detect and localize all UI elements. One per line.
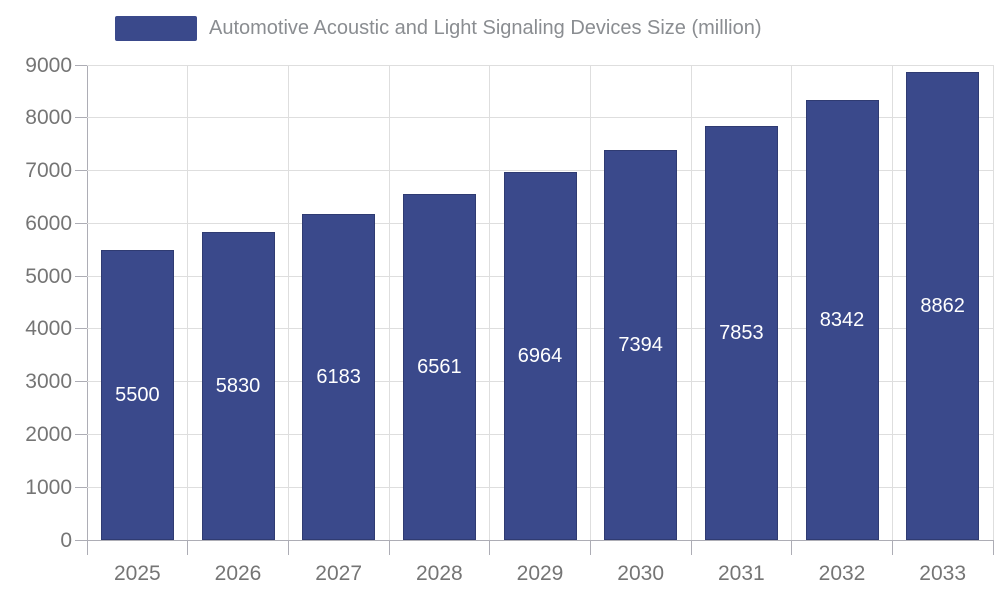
v-gridline-6: [690, 65, 692, 540]
y-axis-label-7000: 7000: [25, 159, 72, 183]
x-tick-7: [791, 540, 793, 555]
v-gridline-5: [589, 65, 591, 540]
h-gridline-9000: [87, 64, 993, 66]
y-tick-9000: [75, 64, 87, 66]
y-axis-label-8000: 8000: [25, 106, 72, 130]
bar-value-label-2025: 5500: [115, 383, 160, 406]
y-axis-label-9000: 9000: [25, 53, 72, 77]
v-gridline-3: [388, 65, 390, 540]
v-gridline-1: [187, 65, 189, 540]
y-axis-label-3000: 3000: [25, 370, 72, 394]
bar-value-label-2033: 8862: [920, 295, 965, 318]
x-tick-5: [589, 540, 591, 555]
bar-value-label-2027: 6183: [316, 365, 361, 388]
y-tick-7000: [75, 170, 87, 172]
y-tick-6000: [75, 222, 87, 224]
bar-value-label-2031: 7853: [719, 321, 764, 344]
v-gridline-2: [287, 65, 289, 540]
h-gridline-8000: [87, 117, 993, 119]
legend-label: Automotive Acoustic and Light Signaling …: [209, 17, 762, 39]
v-gridline-8: [891, 65, 893, 540]
y-tick-5000: [75, 275, 87, 277]
x-tick-0: [86, 540, 88, 555]
plot-area: 5500 5830 6183 6561 6964 7394 7853 8342 8862: [87, 64, 994, 540]
y-tick-0: [75, 539, 87, 541]
y-axis-label-0: 0: [60, 528, 72, 552]
x-tick-6: [690, 540, 692, 555]
legend[interactable]: Automotive Acoustic and Light Signaling …: [115, 16, 762, 41]
v-gridline-4: [489, 65, 491, 540]
bar-2033[interactable]: [906, 72, 980, 540]
legend-swatch: [115, 16, 197, 41]
x-axis-label-2032: 2032: [818, 562, 866, 585]
bar-2032[interactable]: [805, 99, 879, 540]
x-tick-8: [891, 540, 893, 555]
x-axis-label-2031: 2031: [717, 562, 765, 585]
x-axis-label-2026: 2026: [214, 562, 262, 585]
y-axis-line: [87, 65, 88, 540]
x-axis-label-2027: 2027: [315, 562, 363, 585]
x-axis-label-2029: 2029: [516, 562, 564, 585]
x-axis-label-2025: 2025: [113, 562, 161, 585]
bar-2025[interactable]: [100, 249, 174, 540]
bar-2029[interactable]: [503, 172, 577, 540]
y-axis-label-5000: 5000: [25, 264, 72, 288]
bar-value-label-2029: 6964: [517, 345, 563, 368]
bar-2026[interactable]: [201, 232, 275, 540]
h-gridline-7000: [87, 170, 993, 172]
bar-value-label-2032: 8342: [819, 308, 865, 331]
y-axis-label-4000: 4000: [25, 317, 72, 341]
y-axis-label-6000: 6000: [25, 211, 72, 235]
y-tick-3000: [75, 381, 87, 383]
x-axis-line: [87, 540, 993, 541]
y-tick-1000: [75, 486, 87, 488]
bar-2031[interactable]: [704, 125, 778, 540]
v-gridline-9: [992, 65, 994, 540]
x-tick-4: [489, 540, 491, 555]
y-axis-label-1000: 1000: [25, 475, 72, 499]
x-axis-label-2033: 2033: [919, 562, 967, 585]
v-gridline-7: [791, 65, 793, 540]
bar-2027[interactable]: [302, 213, 376, 540]
x-tick-9: [992, 540, 994, 555]
y-tick-8000: [75, 117, 87, 119]
bar-2028[interactable]: [402, 193, 476, 540]
y-tick-4000: [75, 328, 87, 330]
bar-value-label-2026: 5830: [215, 375, 261, 398]
y-axis-label-2000: 2000: [25, 422, 72, 446]
x-tick-1: [187, 540, 189, 555]
x-tick-3: [388, 540, 390, 555]
bar-value-label-2028: 6561: [417, 355, 462, 378]
x-axis-label-2028: 2028: [415, 562, 463, 585]
x-tick-2: [287, 540, 289, 555]
bar-2030[interactable]: [604, 149, 678, 540]
bar-value-label-2030: 7394: [618, 333, 663, 356]
y-tick-2000: [75, 433, 87, 435]
x-axis-label-2030: 2030: [617, 562, 665, 585]
